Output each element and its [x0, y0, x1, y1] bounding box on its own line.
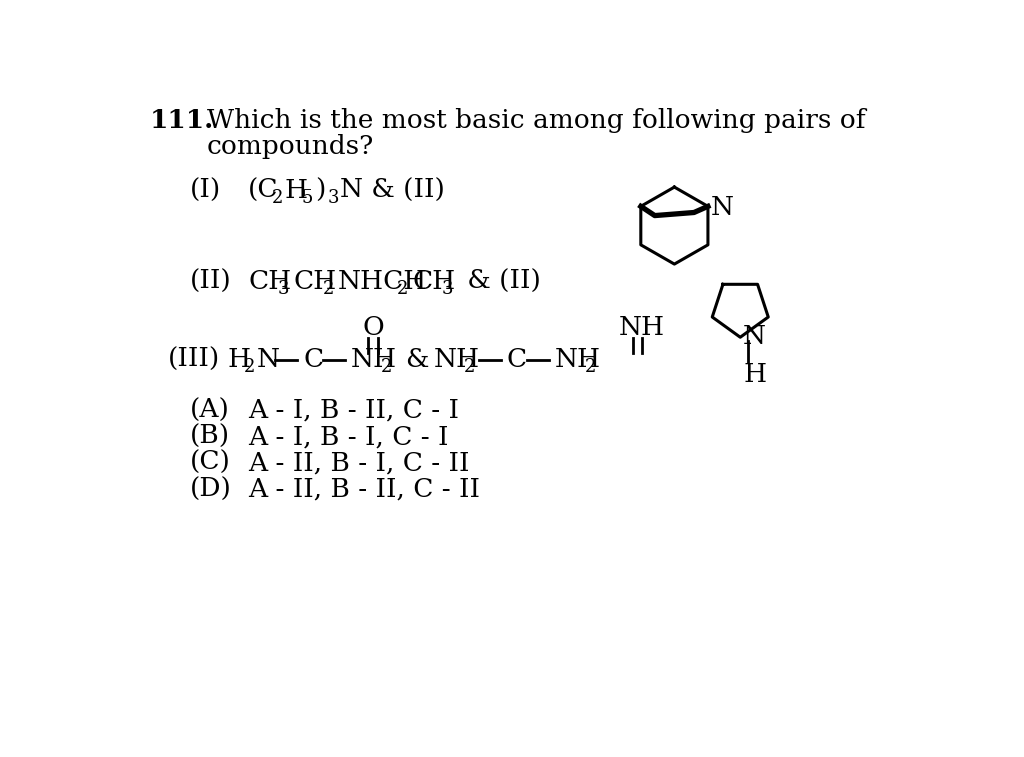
Text: N & (II): N & (II): [340, 178, 445, 203]
Text: C: C: [507, 347, 527, 372]
Text: N: N: [257, 347, 280, 372]
Text: A - I, B - II, C - I: A - I, B - II, C - I: [248, 398, 459, 423]
Text: 3: 3: [442, 280, 454, 298]
Text: A - I, B - I, C - I: A - I, B - I, C - I: [248, 424, 449, 449]
Text: & (II): & (II): [459, 269, 541, 294]
Text: 5: 5: [302, 188, 313, 207]
Text: A - II, B - I, C - II: A - II, B - I, C - II: [248, 450, 470, 475]
Text: O: O: [362, 315, 384, 340]
Text: NH: NH: [618, 315, 665, 340]
Text: ): ): [314, 178, 326, 203]
Text: 2: 2: [585, 358, 596, 376]
Text: CH: CH: [413, 269, 456, 294]
Text: (A): (A): [190, 398, 229, 423]
Text: (III): (III): [168, 347, 220, 372]
Text: H: H: [743, 362, 767, 387]
Text: NHCH: NHCH: [338, 269, 427, 294]
Text: NH: NH: [351, 347, 397, 372]
Text: NH: NH: [434, 347, 480, 372]
Text: (C: (C: [248, 178, 279, 203]
Text: A - II, B - II, C - II: A - II, B - II, C - II: [248, 476, 480, 501]
Text: (B): (B): [190, 424, 230, 449]
Text: Which is the most basic among following pairs of: Which is the most basic among following …: [207, 108, 865, 133]
Text: 3: 3: [328, 188, 339, 207]
Text: H: H: [285, 178, 307, 203]
Text: 2: 2: [397, 280, 409, 298]
Text: C: C: [303, 347, 324, 372]
Text: N: N: [711, 195, 734, 220]
Text: (C): (C): [190, 450, 230, 475]
Text: 2: 2: [381, 358, 392, 376]
Text: (I): (I): [190, 178, 221, 203]
Text: NH: NH: [555, 347, 601, 372]
Text: 2: 2: [245, 358, 256, 376]
Text: 2: 2: [323, 280, 334, 298]
Text: CH: CH: [293, 269, 336, 294]
Text: (D): (D): [190, 476, 231, 501]
Text: H: H: [227, 347, 250, 372]
Text: compounds?: compounds?: [207, 134, 375, 159]
Text: CH: CH: [248, 269, 292, 294]
Text: 3: 3: [278, 280, 289, 298]
Text: 111.: 111.: [150, 108, 214, 133]
Text: N: N: [742, 324, 766, 349]
Text: 2: 2: [271, 188, 283, 207]
Text: (II): (II): [190, 269, 231, 294]
Text: 2: 2: [464, 358, 475, 376]
Text: &: &: [406, 347, 429, 372]
